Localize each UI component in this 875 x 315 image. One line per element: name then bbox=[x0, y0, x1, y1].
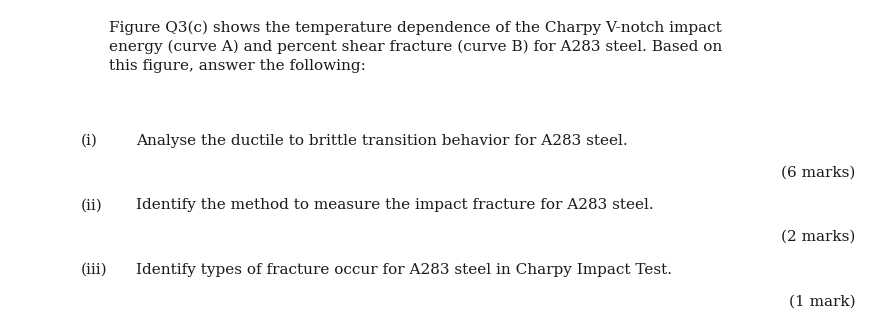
Text: (i): (i) bbox=[80, 134, 97, 148]
Text: (iii): (iii) bbox=[80, 263, 107, 277]
Text: Identify types of fracture occur for A283 steel in Charpy Impact Test.: Identify types of fracture occur for A28… bbox=[136, 263, 672, 277]
Text: (2 marks): (2 marks) bbox=[781, 230, 856, 244]
Text: Analyse the ductile to brittle transition behavior for A283 steel.: Analyse the ductile to brittle transitio… bbox=[136, 134, 627, 148]
Text: (6 marks): (6 marks) bbox=[781, 165, 856, 179]
Text: (1 mark): (1 mark) bbox=[789, 295, 856, 308]
Text: Figure Q3(c) shows the temperature dependence of the Charpy V-notch impact
energ: Figure Q3(c) shows the temperature depen… bbox=[109, 20, 723, 73]
Text: Identify the method to measure the impact fracture for A283 steel.: Identify the method to measure the impac… bbox=[136, 198, 654, 212]
Text: (ii): (ii) bbox=[80, 198, 102, 212]
